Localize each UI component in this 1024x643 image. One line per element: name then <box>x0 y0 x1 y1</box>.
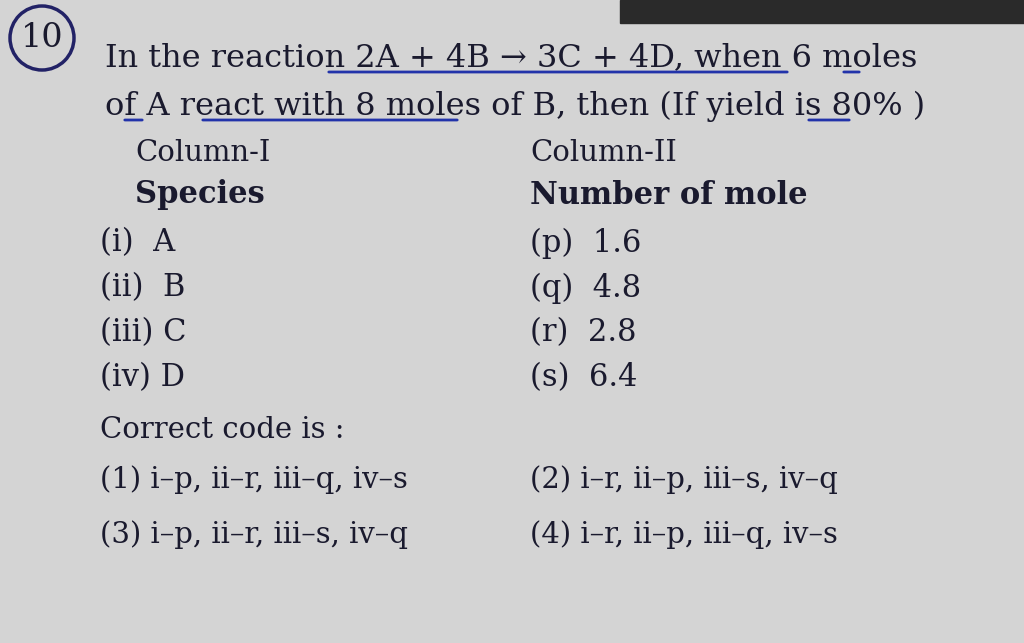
Text: Number of mole: Number of mole <box>530 179 808 210</box>
Bar <box>620 0 1024 23</box>
Text: (i)  A: (i) A <box>100 228 175 258</box>
Text: (4) i–r, ii–p, iii–q, iv–s: (4) i–r, ii–p, iii–q, iv–s <box>530 521 838 549</box>
Text: (q)  4.8: (q) 4.8 <box>530 273 641 303</box>
Text: 10: 10 <box>20 22 63 54</box>
Text: Correct code is :: Correct code is : <box>100 416 344 444</box>
Text: Column-I: Column-I <box>135 139 270 167</box>
Text: (s)  6.4: (s) 6.4 <box>530 363 637 394</box>
Text: (ii)  B: (ii) B <box>100 273 185 303</box>
Text: of A react with 8 moles of B, then (If yield is 80% ): of A react with 8 moles of B, then (If y… <box>105 91 925 122</box>
Text: (3) i–p, ii–r, iii–s, iv–q: (3) i–p, ii–r, iii–s, iv–q <box>100 521 408 549</box>
Text: (iii) C: (iii) C <box>100 318 186 349</box>
Text: (p)  1.6: (p) 1.6 <box>530 228 641 258</box>
Text: (1) i–p, ii–r, iii–q, iv–s: (1) i–p, ii–r, iii–q, iv–s <box>100 466 408 494</box>
Text: (r)  2.8: (r) 2.8 <box>530 318 637 349</box>
Text: Species: Species <box>135 179 265 210</box>
Text: Column-II: Column-II <box>530 139 677 167</box>
Text: (2) i–r, ii–p, iii–s, iv–q: (2) i–r, ii–p, iii–s, iv–q <box>530 466 838 494</box>
Text: In the reaction 2A + 4B → 3C + 4D, when 6 moles: In the reaction 2A + 4B → 3C + 4D, when … <box>105 42 918 73</box>
Text: (iv) D: (iv) D <box>100 363 185 394</box>
